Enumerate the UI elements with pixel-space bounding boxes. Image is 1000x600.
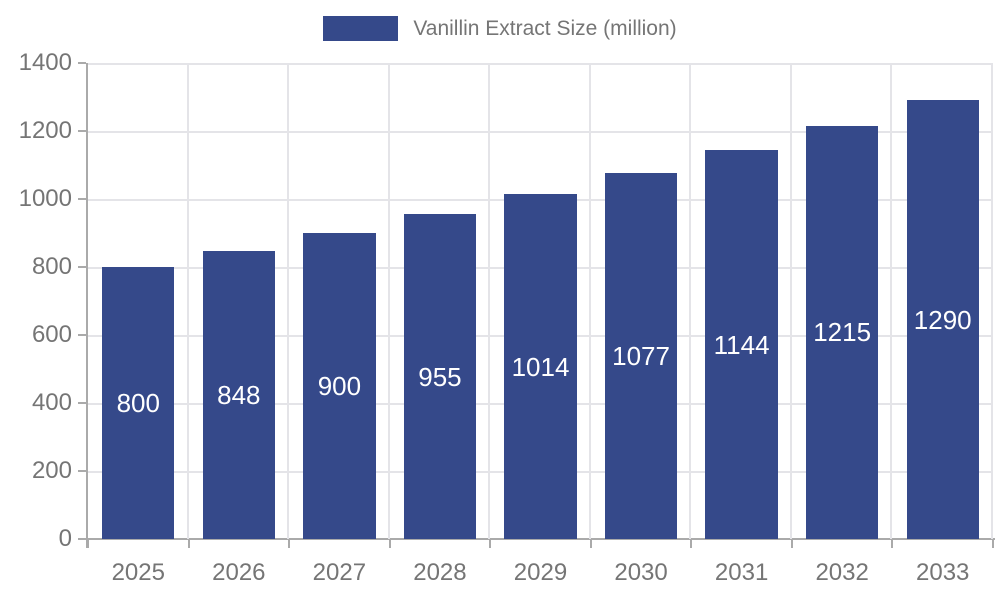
- x-axis-tick-label: 2028: [413, 559, 467, 586]
- x-axis-tick: [388, 540, 391, 548]
- bar-value-label: 955: [418, 361, 462, 392]
- x-axis-tick-label: 2031: [714, 559, 769, 586]
- y-axis-tick: [78, 266, 86, 268]
- y-axis-tick-label: 400: [31, 389, 72, 416]
- bar-value-label: 1077: [612, 340, 670, 371]
- x-axis-tick-label: 2025: [111, 559, 165, 586]
- bar: 1215: [805, 125, 879, 539]
- x-axis-tick: [589, 540, 592, 548]
- x-axis-tick: [790, 540, 793, 548]
- plot-area: 800 848 900 955 1014 1077 1144 1215 1290: [88, 63, 993, 539]
- x-axis-tick: [87, 540, 89, 548]
- bar: 1290: [906, 100, 979, 539]
- x-axis-tick: [992, 540, 994, 548]
- bar: 900: [303, 233, 376, 539]
- legend[interactable]: Vanillin Extract Size (million): [0, 16, 1000, 41]
- y-axis-tick-label: 0: [58, 525, 72, 552]
- bar-value-label: 1144: [713, 329, 770, 360]
- bar: 1014: [504, 194, 577, 539]
- y-axis-tick-label: 200: [31, 457, 72, 484]
- bar-value-label: 1215: [813, 317, 872, 348]
- bar-value-label: 900: [317, 371, 362, 401]
- vertical-gridline: [387, 63, 390, 539]
- vertical-gridline: [789, 63, 792, 539]
- y-axis-tick: [78, 538, 86, 540]
- x-axis-tick-label: 2029: [513, 559, 568, 586]
- x-axis-tick-label: 2032: [815, 559, 869, 586]
- bar: 800: [102, 267, 175, 539]
- bar: 1144: [705, 150, 778, 539]
- y-axis-tick-label: 1000: [18, 185, 72, 212]
- y-axis-tick-label: 600: [31, 321, 72, 348]
- y-axis-tick: [78, 198, 86, 200]
- y-axis-tick-label: 1200: [18, 117, 72, 144]
- vertical-gridline: [890, 63, 893, 539]
- x-axis-tick: [187, 540, 190, 548]
- vertical-gridline: [588, 63, 591, 539]
- vertical-gridline: [991, 63, 993, 539]
- legend-swatch-icon: [323, 16, 399, 41]
- bar: 848: [202, 250, 276, 539]
- y-axis-tick: [78, 334, 86, 336]
- x-axis-tick-label: 2030: [614, 559, 668, 586]
- x-axis-tick-label: 2027: [312, 559, 367, 586]
- x-axis-tick: [489, 540, 492, 548]
- y-axis-tick-label: 1400: [18, 49, 72, 76]
- vertical-gridline: [287, 63, 290, 539]
- y-axis-tick: [78, 402, 86, 404]
- vertical-gridline: [689, 63, 692, 539]
- x-axis-tick-label: 2026: [212, 559, 266, 586]
- bar-value-label: 848: [217, 379, 261, 410]
- y-axis-tick-label: 800: [31, 253, 72, 280]
- x-axis-tick: [288, 540, 291, 548]
- bar-value-label: 1014: [511, 351, 570, 382]
- x-axis-line: [88, 538, 995, 540]
- vertical-gridline: [186, 63, 189, 539]
- x-axis-tick: [690, 540, 693, 548]
- x-axis-tick: [891, 540, 894, 548]
- bar-value-label: 800: [116, 388, 160, 418]
- bar: 955: [403, 214, 477, 539]
- bar-value-label: 1290: [913, 304, 972, 335]
- legend-label: Vanillin Extract Size (million): [413, 16, 677, 40]
- vertical-gridline: [488, 63, 491, 539]
- x-axis-tick-label: 2033: [916, 559, 970, 586]
- horizontal-gridline: [88, 131, 993, 133]
- y-axis-line: [86, 63, 88, 548]
- horizontal-gridline: [88, 63, 993, 65]
- y-axis-tick: [78, 130, 86, 132]
- y-axis-tick: [78, 62, 86, 64]
- y-axis-tick: [78, 470, 86, 472]
- bar: 1077: [604, 172, 678, 539]
